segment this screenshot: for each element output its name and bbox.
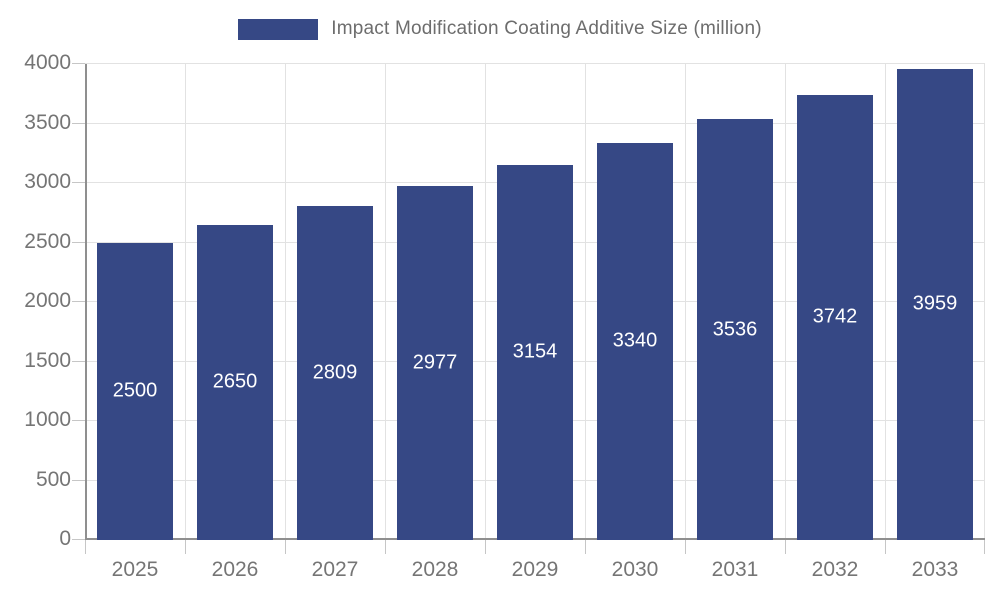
- y-tick-label: 1500: [24, 348, 71, 372]
- bar: 3536: [697, 119, 773, 540]
- legend-label: Impact Modification Coating Additive Siz…: [331, 18, 762, 39]
- y-tick-label: 0: [59, 527, 71, 551]
- x-tick-mark: [85, 540, 86, 554]
- x-tick-mark: [785, 540, 786, 554]
- gridline-vertical: [385, 64, 386, 540]
- y-tick-mark: [72, 360, 85, 362]
- bar: 2809: [297, 205, 373, 540]
- bar: 3154: [497, 164, 573, 540]
- x-tick-mark: [485, 540, 486, 554]
- x-tick-mark: [385, 540, 386, 554]
- gridline-vertical: [485, 64, 486, 540]
- gridline-vertical: [885, 64, 886, 540]
- bar-value-label: 2500: [112, 379, 158, 402]
- bar: 2977: [397, 185, 473, 540]
- bar-value-label: 2809: [312, 361, 358, 384]
- x-tick-label: 2030: [611, 558, 659, 581]
- x-tick-label: 2026: [211, 558, 259, 581]
- x-tick-label: 2028: [411, 558, 459, 581]
- bar: 3959: [897, 68, 973, 540]
- y-tick-mark: [72, 63, 85, 65]
- bar-value-label: 3536: [712, 318, 758, 341]
- y-tick-label: 4000: [24, 51, 71, 75]
- gridline-vertical: [685, 64, 686, 540]
- plot-area: 0 500 1000 1500 2000 2500 3000 3500 4000 2500 2025…: [24, 51, 985, 581]
- gridline-vertical: [285, 64, 286, 540]
- bar: 2500: [97, 242, 173, 540]
- bar-value-label: 2977: [412, 351, 458, 374]
- bar-value-label: 3959: [912, 292, 958, 315]
- x-tick-label: 2032: [811, 558, 859, 581]
- x-tick-mark: [885, 540, 886, 554]
- x-tick-label: 2031: [711, 558, 759, 581]
- bar-value-label: 2650: [212, 370, 258, 393]
- y-tick-label: 2500: [24, 229, 71, 253]
- bar-value-label: 3742: [812, 305, 858, 328]
- gridline-vertical: [983, 64, 985, 540]
- legend-swatch: [238, 18, 319, 40]
- x-tick-mark: [185, 540, 186, 554]
- bar: 2650: [197, 224, 273, 540]
- y-tick-mark: [72, 122, 85, 124]
- legend: Impact Modification Coating Additive Siz…: [0, 18, 1000, 40]
- x-tick-label: 2027: [311, 558, 359, 581]
- x-tick-mark: [685, 540, 686, 554]
- gridline-horizontal: [85, 63, 985, 65]
- bar-value-label: 3340: [612, 329, 658, 352]
- x-tick-label: 2029: [511, 558, 559, 581]
- y-tick-label: 2000: [24, 289, 71, 313]
- gridline-vertical: [185, 64, 186, 540]
- bar-value-label: 3154: [512, 340, 558, 363]
- y-tick-label: 3000: [24, 170, 71, 194]
- x-tick-label: 2033: [911, 558, 959, 581]
- gridline-vertical: [585, 64, 586, 540]
- y-tick-mark: [72, 182, 85, 184]
- y-tick-mark: [72, 301, 85, 303]
- y-tick-mark: [72, 241, 85, 243]
- y-tick-label: 500: [35, 467, 71, 491]
- x-tick-mark: [285, 540, 286, 554]
- bar: 3742: [797, 94, 873, 540]
- gridline-vertical: [785, 64, 786, 540]
- y-tick-label: 3500: [24, 110, 71, 134]
- x-tick-label: 2025: [111, 558, 159, 581]
- gridline-horizontal: [85, 122, 985, 124]
- y-tick-mark: [72, 539, 85, 541]
- y-tick-mark: [72, 479, 85, 481]
- x-tick-mark: [585, 540, 586, 554]
- y-tick-label: 1000: [24, 408, 71, 432]
- x-tick-mark: [983, 540, 985, 554]
- y-tick-mark: [72, 420, 85, 422]
- y-axis-spine: [85, 64, 87, 540]
- bar: 3340: [597, 142, 673, 540]
